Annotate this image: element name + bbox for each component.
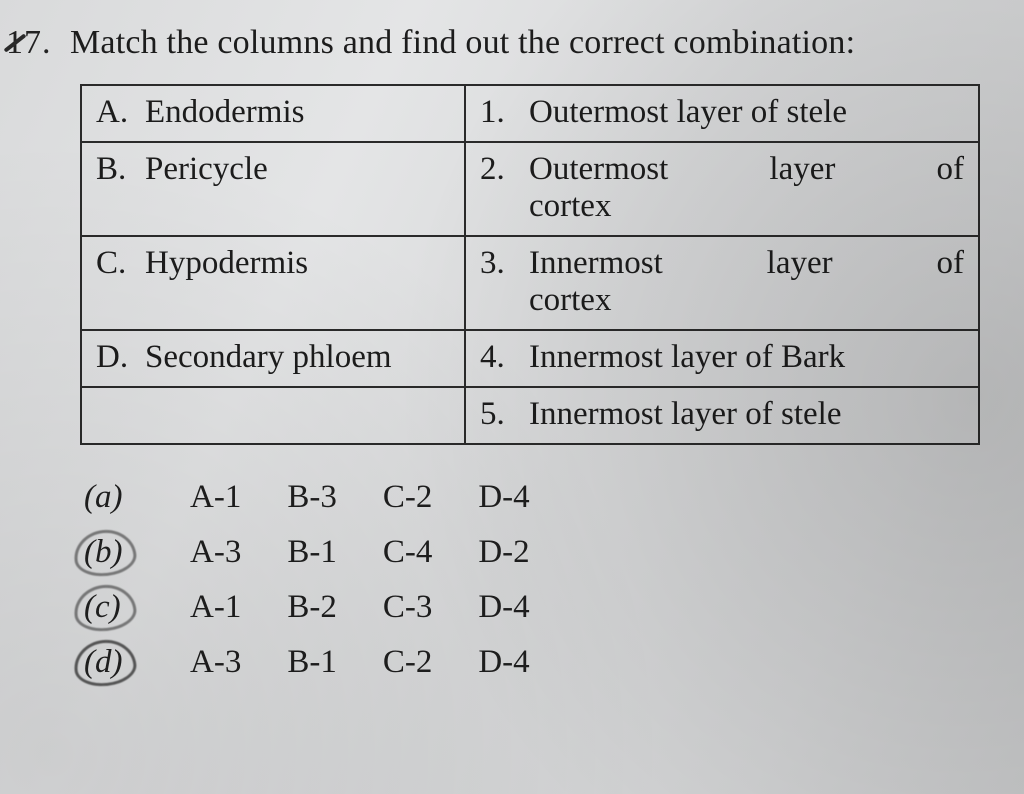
option-cell: A-1 xyxy=(190,479,241,516)
page: 17. Match the columns and find out the c… xyxy=(0,0,1024,794)
col-a-label xyxy=(81,387,465,444)
table-row: D.Secondary phloem4.Innermost layer of B… xyxy=(81,330,979,387)
col-b-text: Outermost layer ofcortex xyxy=(519,142,979,236)
col-a-label: A. xyxy=(81,85,135,142)
option-cell: D-4 xyxy=(478,589,529,626)
option-row: (d) A-3 B-1 C-2 D-4 xyxy=(84,644,984,681)
option-cell: D-2 xyxy=(478,534,529,571)
col-b-label: 1. xyxy=(465,85,519,142)
option-cell: C-3 xyxy=(383,589,433,626)
option-row: (a) A-1 B-3 C-2 D-4 xyxy=(84,479,984,516)
match-table: A.Endodermis1.Outermost layer of steleB.… xyxy=(80,84,980,445)
answer-options: (a) A-1 B-3 C-2 D-4 (b) A-3 B-1 C-4 D-2 (c) A-1 B-2 C… xyxy=(84,479,984,681)
option-cell: B-1 xyxy=(287,644,337,681)
question-number-main: 7. xyxy=(24,24,52,61)
option-row: (c) A-1 B-2 C-3 D-4 xyxy=(84,589,984,626)
col-a-label: C. xyxy=(81,236,135,330)
option-label: (d) xyxy=(84,644,144,681)
col-b-text: Innermost layer of Bark xyxy=(519,330,979,387)
option-label: (a) xyxy=(84,479,144,516)
option-cell: D-4 xyxy=(478,479,529,516)
col-b-text: Outermost layer of stele xyxy=(519,85,979,142)
table-row: A.Endodermis1.Outermost layer of stele xyxy=(81,85,979,142)
option-label: (c) xyxy=(84,589,144,626)
question-text: Match the columns and find out the corre… xyxy=(70,24,984,62)
col-a-label: D. xyxy=(81,330,135,387)
col-b-text: Innermost layer of stele xyxy=(519,387,979,444)
option-cell: C-2 xyxy=(383,644,433,681)
question-number-struck: 1 xyxy=(6,24,24,62)
col-a-label: B. xyxy=(81,142,135,236)
option-row: (b) A-3 B-1 C-4 D-2 xyxy=(84,534,984,571)
col-b-label: 3. xyxy=(465,236,519,330)
option-cell: B-1 xyxy=(287,534,337,571)
col-b-text: Innermost layer ofcortex xyxy=(519,236,979,330)
option-cell: B-3 xyxy=(287,479,337,516)
col-b-label: 4. xyxy=(465,330,519,387)
option-label: (b) xyxy=(84,534,144,571)
table-row: C.Hypodermis3.Innermost layer ofcortex xyxy=(81,236,979,330)
option-cell: A-1 xyxy=(190,589,241,626)
col-a-text: Pericycle xyxy=(135,142,465,236)
option-cell: D-4 xyxy=(478,644,529,681)
col-a-text: Secondary phloem xyxy=(135,330,465,387)
col-a-text: Hypodermis xyxy=(135,236,465,330)
col-b-label: 2. xyxy=(465,142,519,236)
cropped-previous-line xyxy=(0,0,1024,16)
table-row: B.Pericycle2.Outermost layer ofcortex xyxy=(81,142,979,236)
option-cell: A-3 xyxy=(190,534,241,571)
question-number: 17. xyxy=(6,24,52,62)
table-row: 5.Innermost layer of stele xyxy=(81,387,979,444)
option-cell: C-2 xyxy=(383,479,433,516)
match-table-body: A.Endodermis1.Outermost layer of steleB.… xyxy=(81,85,979,444)
col-b-label: 5. xyxy=(465,387,519,444)
option-cell: C-4 xyxy=(383,534,433,571)
col-a-text: Endodermis xyxy=(135,85,465,142)
option-cell: A-3 xyxy=(190,644,241,681)
option-cell: B-2 xyxy=(287,589,337,626)
